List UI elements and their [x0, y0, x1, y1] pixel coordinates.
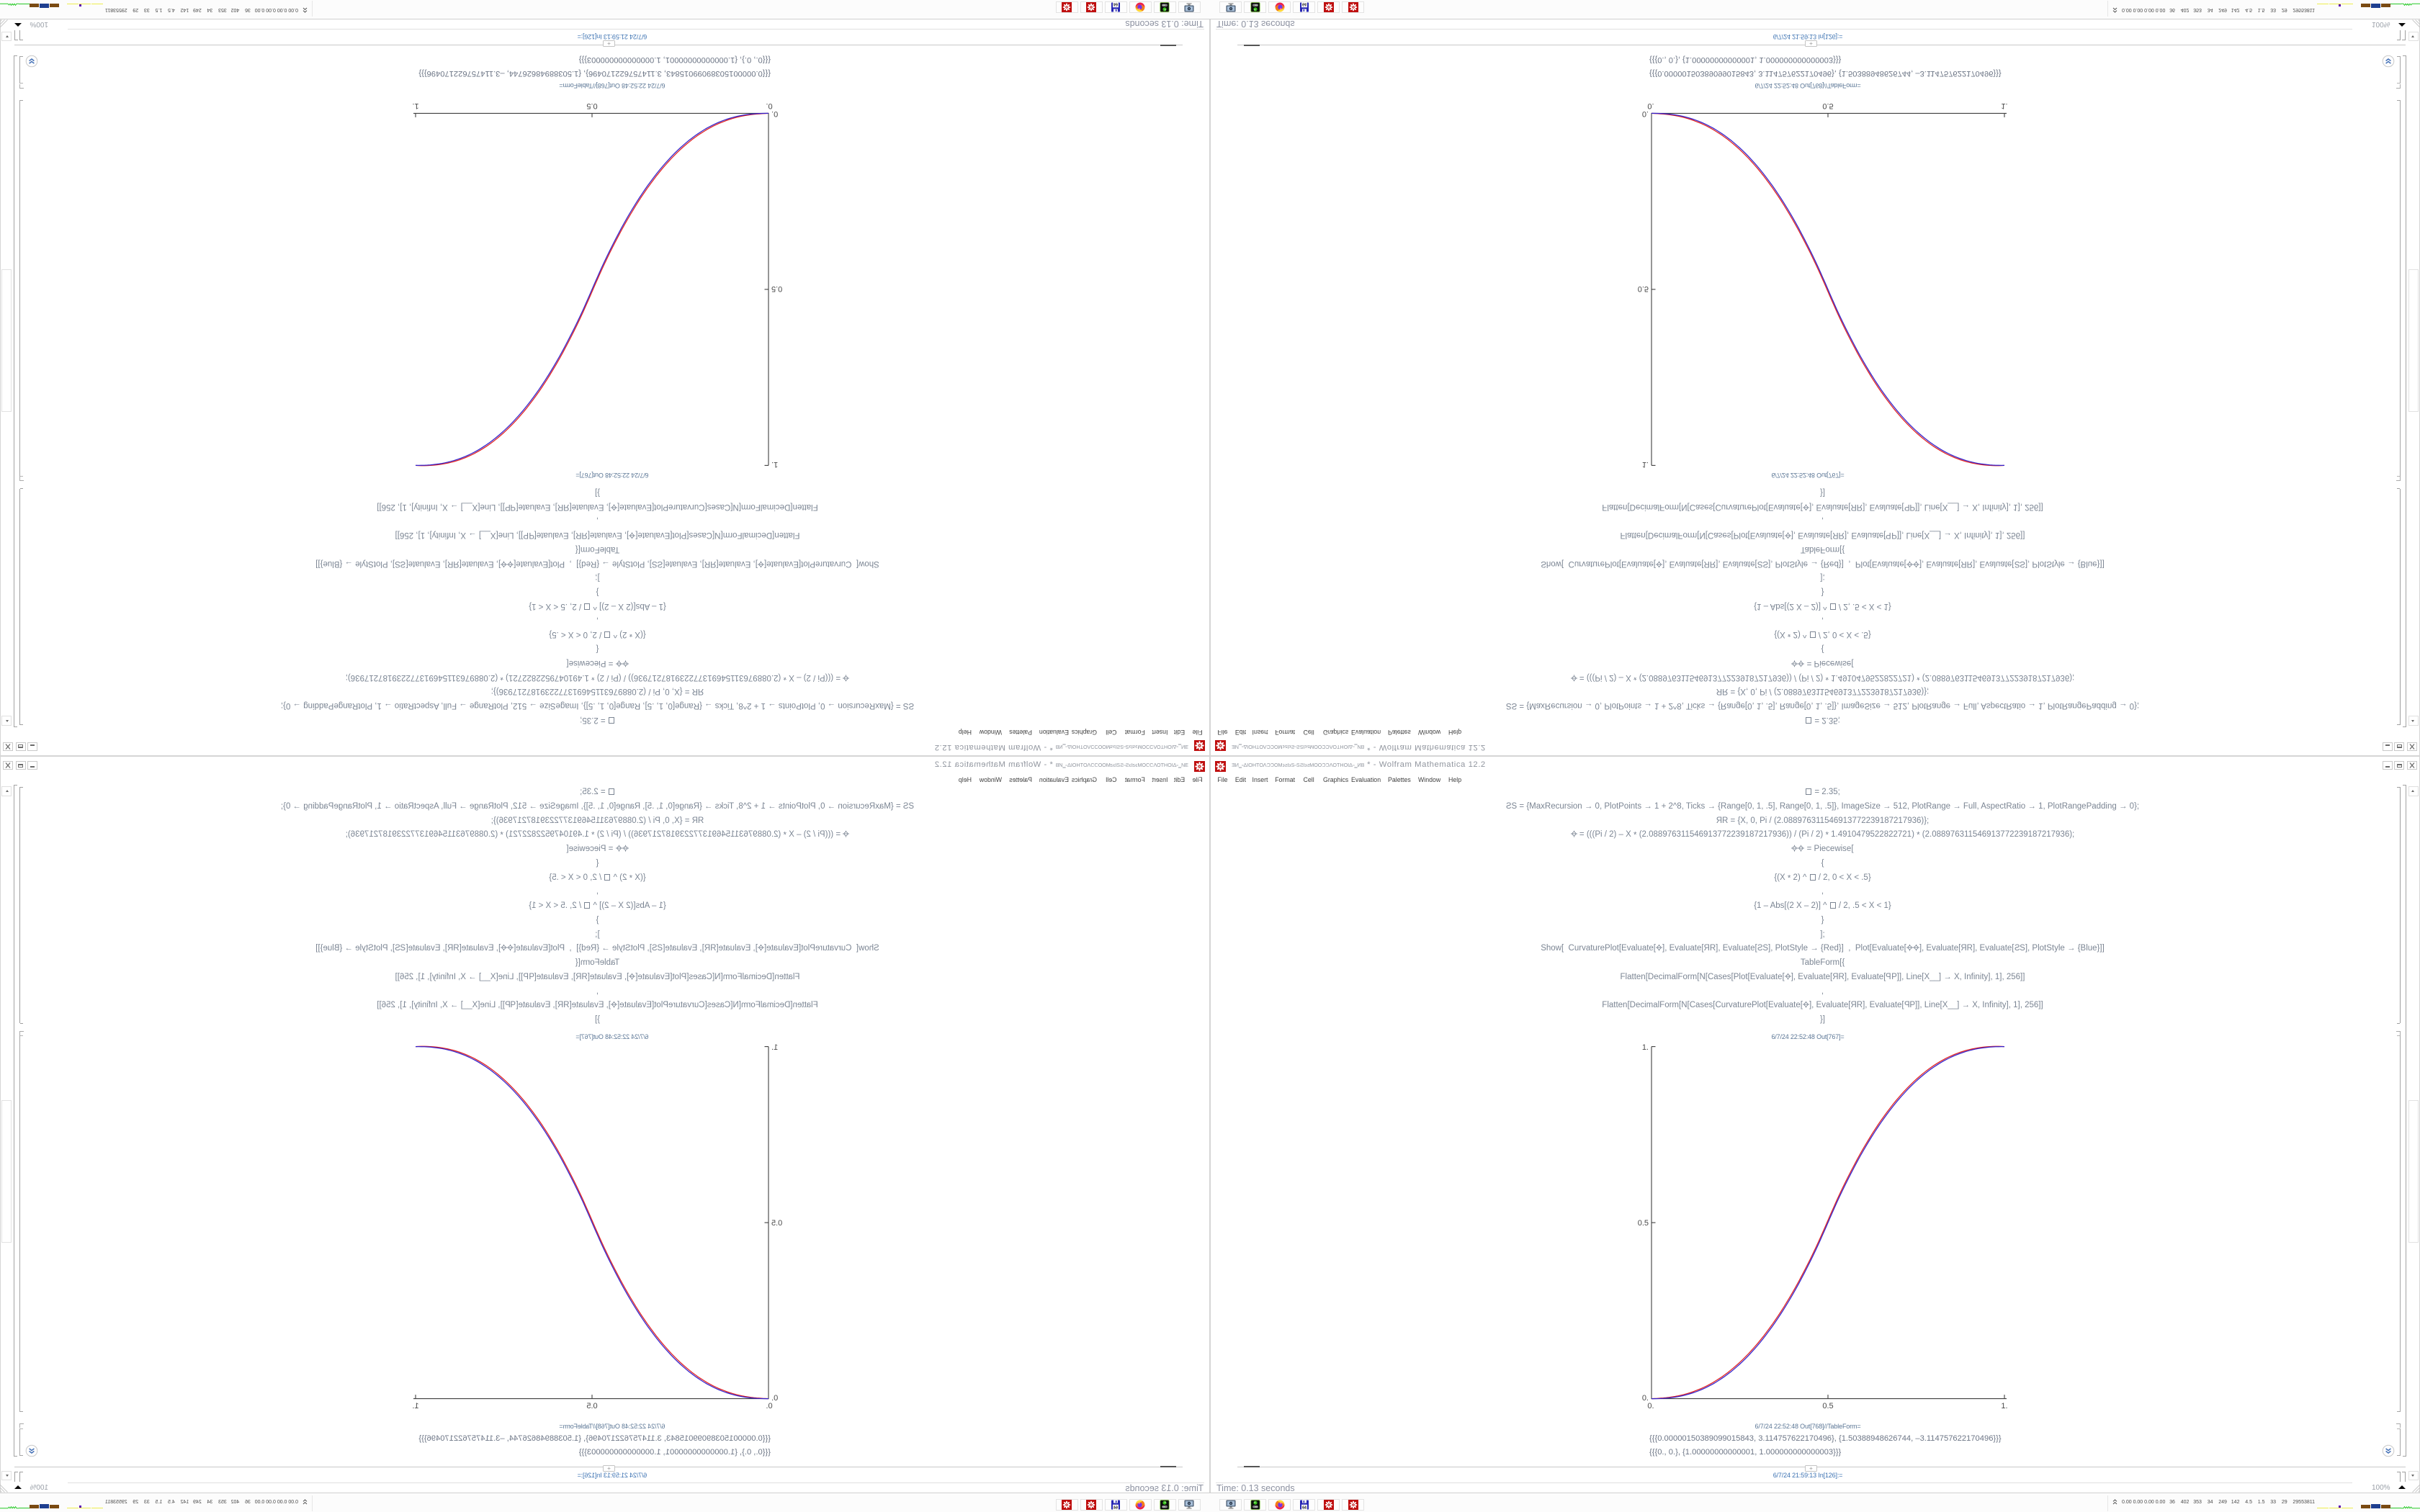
- svg-text:1.: 1.: [1642, 1043, 1649, 1052]
- svg-text:64: 64: [1114, 2, 1119, 6]
- svg-text:0.: 0.: [1647, 102, 1654, 110]
- svg-text:0.5: 0.5: [1638, 284, 1649, 293]
- svg-text:1.: 1.: [771, 460, 778, 469]
- svg-text:0.5: 0.5: [1822, 1402, 1833, 1410]
- svg-text:0.: 0.: [1647, 1402, 1654, 1410]
- svg-text:0.5: 0.5: [586, 1402, 597, 1410]
- svg-text:0.: 0.: [771, 1394, 778, 1403]
- svg-text:0.5: 0.5: [771, 1219, 782, 1228]
- svg-text:1.: 1.: [2001, 1402, 2007, 1410]
- svg-text:0.: 0.: [766, 1402, 772, 1410]
- svg-text:0.: 0.: [766, 102, 772, 110]
- svg-text:1.: 1.: [412, 102, 418, 110]
- svg-text:0.: 0.: [1642, 1394, 1649, 1403]
- svg-text:1.: 1.: [1642, 460, 1649, 469]
- svg-text:0.5: 0.5: [1822, 102, 1833, 110]
- svg-text:0.5: 0.5: [771, 284, 782, 293]
- svg-text:1.: 1.: [412, 1402, 418, 1410]
- svg-text:1.: 1.: [771, 1043, 778, 1052]
- svg-text:0.: 0.: [1642, 109, 1649, 118]
- svg-text:0.5: 0.5: [1638, 1219, 1649, 1228]
- svg-text:64: 64: [1114, 1506, 1119, 1510]
- svg-text:0.5: 0.5: [586, 102, 597, 110]
- svg-text:0.: 0.: [771, 109, 778, 118]
- svg-text:64: 64: [1302, 2, 1307, 6]
- svg-text:1.: 1.: [2001, 102, 2007, 110]
- svg-text:64: 64: [1302, 1506, 1307, 1510]
